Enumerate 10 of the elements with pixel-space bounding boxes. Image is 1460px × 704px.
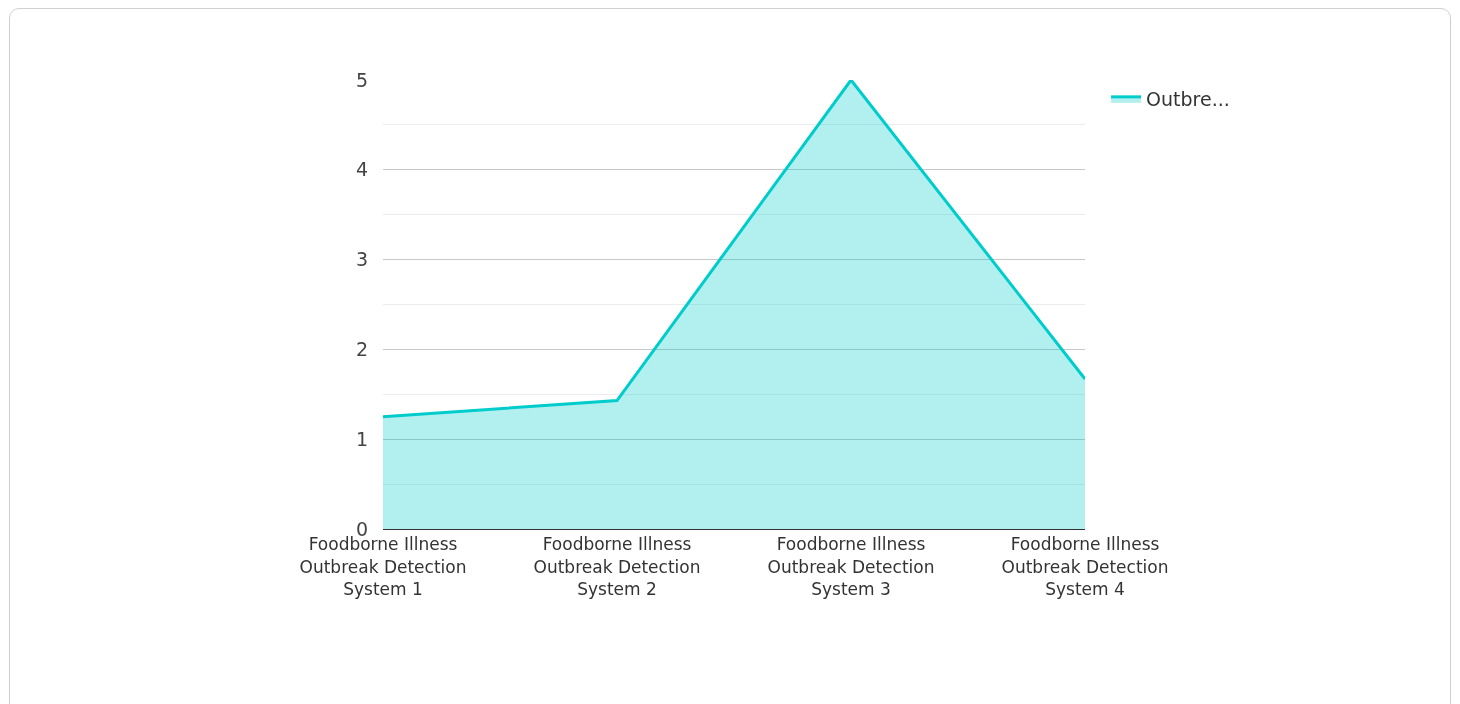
legend-label: Outbre...	[1146, 88, 1230, 111]
y-tick-label: 4	[355, 158, 368, 181]
x-tick-label: Foodborne Illness Outbreak Detection System 2	[533, 534, 701, 599]
x-tick-label: Foodborne Illness Outbreak Detection System 4	[1001, 534, 1169, 599]
y-tick-label: 0	[355, 517, 368, 540]
y-tick-label: 3	[355, 248, 368, 271]
y-tick-label: 5	[355, 68, 368, 91]
x-tick-label: Foodborne Illness Outbreak Detection System 3	[767, 534, 935, 599]
y-tick-label: 2	[355, 338, 368, 361]
y-tick-label: 1	[355, 427, 368, 450]
